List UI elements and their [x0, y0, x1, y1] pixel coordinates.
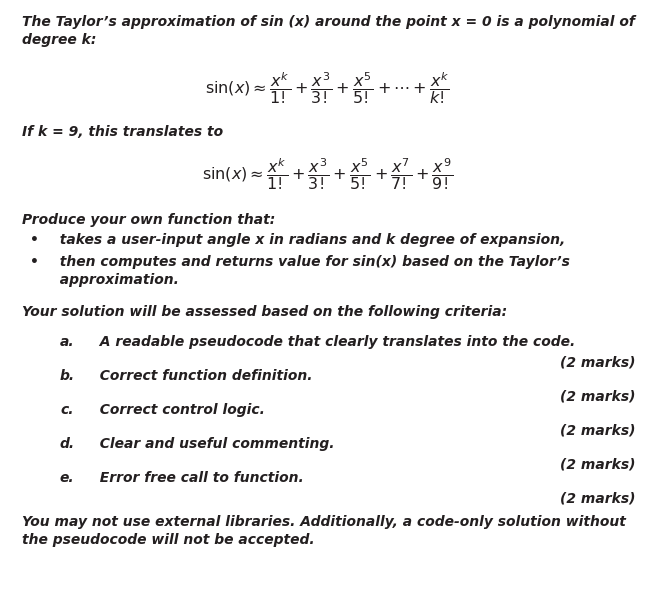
- Text: Error free call to function.: Error free call to function.: [90, 471, 304, 485]
- Text: the pseudocode will not be accepted.: the pseudocode will not be accepted.: [22, 533, 314, 547]
- Text: b.: b.: [60, 369, 75, 383]
- Text: $\sin(x) \approx \dfrac{x^k}{1!} + \dfrac{x^3}{3!} + \dfrac{x^5}{5!} + \cdots + : $\sin(x) \approx \dfrac{x^k}{1!} + \dfra…: [205, 70, 450, 106]
- Text: Produce your own function that:: Produce your own function that:: [22, 213, 275, 227]
- Text: (2 marks): (2 marks): [559, 491, 635, 505]
- Text: $\sin(x) \approx \dfrac{x^k}{1!} + \dfrac{x^3}{3!} + \dfrac{x^5}{5!} + \dfrac{x^: $\sin(x) \approx \dfrac{x^k}{1!} + \dfra…: [202, 156, 453, 192]
- Text: (2 marks): (2 marks): [559, 457, 635, 471]
- Text: c.: c.: [60, 403, 73, 417]
- Text: The Taylor’s approximation of sin (x) around the point x = 0 is a polynomial of: The Taylor’s approximation of sin (x) ar…: [22, 15, 635, 29]
- Text: Correct control logic.: Correct control logic.: [90, 403, 265, 417]
- Text: takes a user-input angle x in radians and k degree of expansion,: takes a user-input angle x in radians an…: [50, 233, 565, 247]
- Text: Your solution will be assessed based on the following criteria:: Your solution will be assessed based on …: [22, 305, 507, 319]
- Text: then computes and returns value for sin(x) based on the Taylor’s: then computes and returns value for sin(…: [50, 255, 570, 269]
- Text: (2 marks): (2 marks): [559, 389, 635, 403]
- Text: degree k:: degree k:: [22, 33, 96, 47]
- Text: a.: a.: [60, 335, 75, 349]
- Text: Correct function definition.: Correct function definition.: [90, 369, 312, 383]
- Text: d.: d.: [60, 437, 75, 451]
- Text: (2 marks): (2 marks): [559, 355, 635, 369]
- Text: You may not use external libraries. Additionally, a code-only solution without: You may not use external libraries. Addi…: [22, 515, 626, 529]
- Text: (2 marks): (2 marks): [559, 423, 635, 437]
- Text: Clear and useful commenting.: Clear and useful commenting.: [90, 437, 335, 451]
- Text: A readable pseudocode that clearly translates into the code.: A readable pseudocode that clearly trans…: [90, 335, 575, 349]
- Text: •: •: [30, 255, 39, 269]
- Text: approximation.: approximation.: [50, 273, 179, 287]
- Text: If k = 9, this translates to: If k = 9, this translates to: [22, 125, 223, 139]
- Text: e.: e.: [60, 471, 75, 485]
- Text: •: •: [30, 233, 39, 247]
